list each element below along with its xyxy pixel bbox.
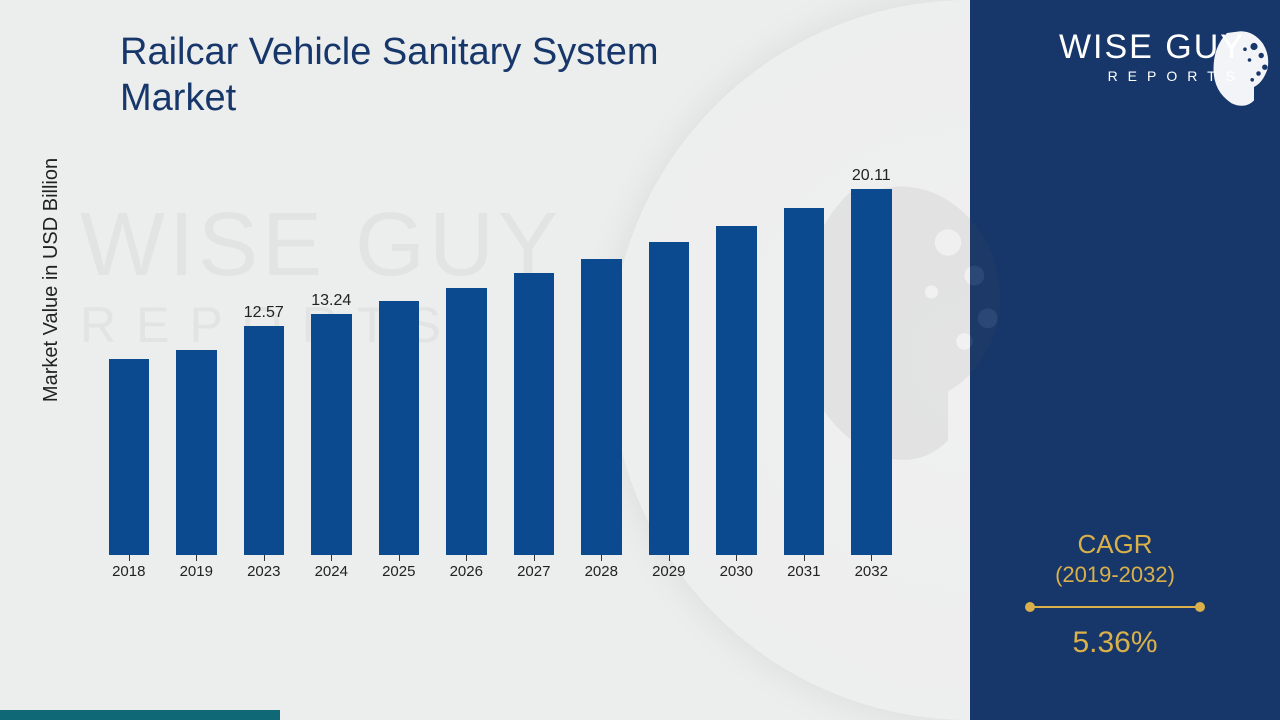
- bar: [176, 350, 217, 555]
- bottom-accent-bar: [0, 710, 280, 720]
- bar-value-label: 13.24: [311, 292, 351, 310]
- bar: [379, 301, 420, 555]
- bar: 13.24: [311, 314, 352, 555]
- bar: [716, 226, 757, 555]
- bar-wrap: [433, 155, 501, 555]
- bar-wrap: 20.11: [838, 155, 906, 555]
- bar-wrap: [703, 155, 771, 555]
- bar-wrap: [635, 155, 703, 555]
- x-axis-category: 2026: [433, 563, 501, 580]
- bar: [514, 273, 555, 555]
- x-axis-category: 2025: [365, 563, 433, 580]
- bar-wrap: 12.57: [230, 155, 298, 555]
- bar: [784, 208, 825, 555]
- bar-wrap: [770, 155, 838, 555]
- x-axis-category: 2029: [635, 563, 703, 580]
- x-axis-category: 2031: [770, 563, 838, 580]
- x-axis-category: 2027: [500, 563, 568, 580]
- x-axis-category: 2032: [838, 563, 906, 580]
- brand-sub-text: REPORTS: [1059, 68, 1245, 84]
- cagr-value: 5.36%: [1030, 626, 1200, 660]
- x-axis-category: 2024: [298, 563, 366, 580]
- x-axis-category: 2030: [703, 563, 771, 580]
- bar-wrap: 13.24: [298, 155, 366, 555]
- cagr-divider: [1030, 606, 1200, 608]
- bar-value-label: 20.11: [852, 167, 891, 185]
- cagr-box: CAGR (2019-2032) 5.36%: [1030, 529, 1200, 660]
- bar-wrap: [365, 155, 433, 555]
- bar: [446, 288, 487, 555]
- bar: 20.11: [851, 189, 892, 555]
- bar: [109, 359, 150, 555]
- bar-chart: 12.57 13.24 20.11 201820192023202420252026…: [95, 155, 905, 605]
- x-axis-category: 2028: [568, 563, 636, 580]
- bar-wrap: [568, 155, 636, 555]
- x-axis-category: 2018: [95, 563, 163, 580]
- bar-value-label: 12.57: [244, 304, 284, 322]
- brand-main-text: WISE GUY: [1059, 30, 1245, 64]
- bar: [649, 242, 690, 555]
- y-axis-label: Market Value in USD Billion: [40, 158, 63, 402]
- bar: [581, 259, 622, 555]
- x-axis-category: 2019: [163, 563, 231, 580]
- chart-title: Railcar Vehicle Sanitary System Market: [120, 30, 770, 121]
- bar-wrap: [95, 155, 163, 555]
- brand-logo: WISE GUY REPORTS: [1059, 30, 1245, 84]
- cagr-title: CAGR: [1030, 529, 1200, 560]
- x-axis-category: 2023: [230, 563, 298, 580]
- bar-wrap: [500, 155, 568, 555]
- bar: 12.57: [244, 326, 285, 555]
- bar-wrap: [163, 155, 231, 555]
- cagr-range: (2019-2032): [1030, 562, 1200, 588]
